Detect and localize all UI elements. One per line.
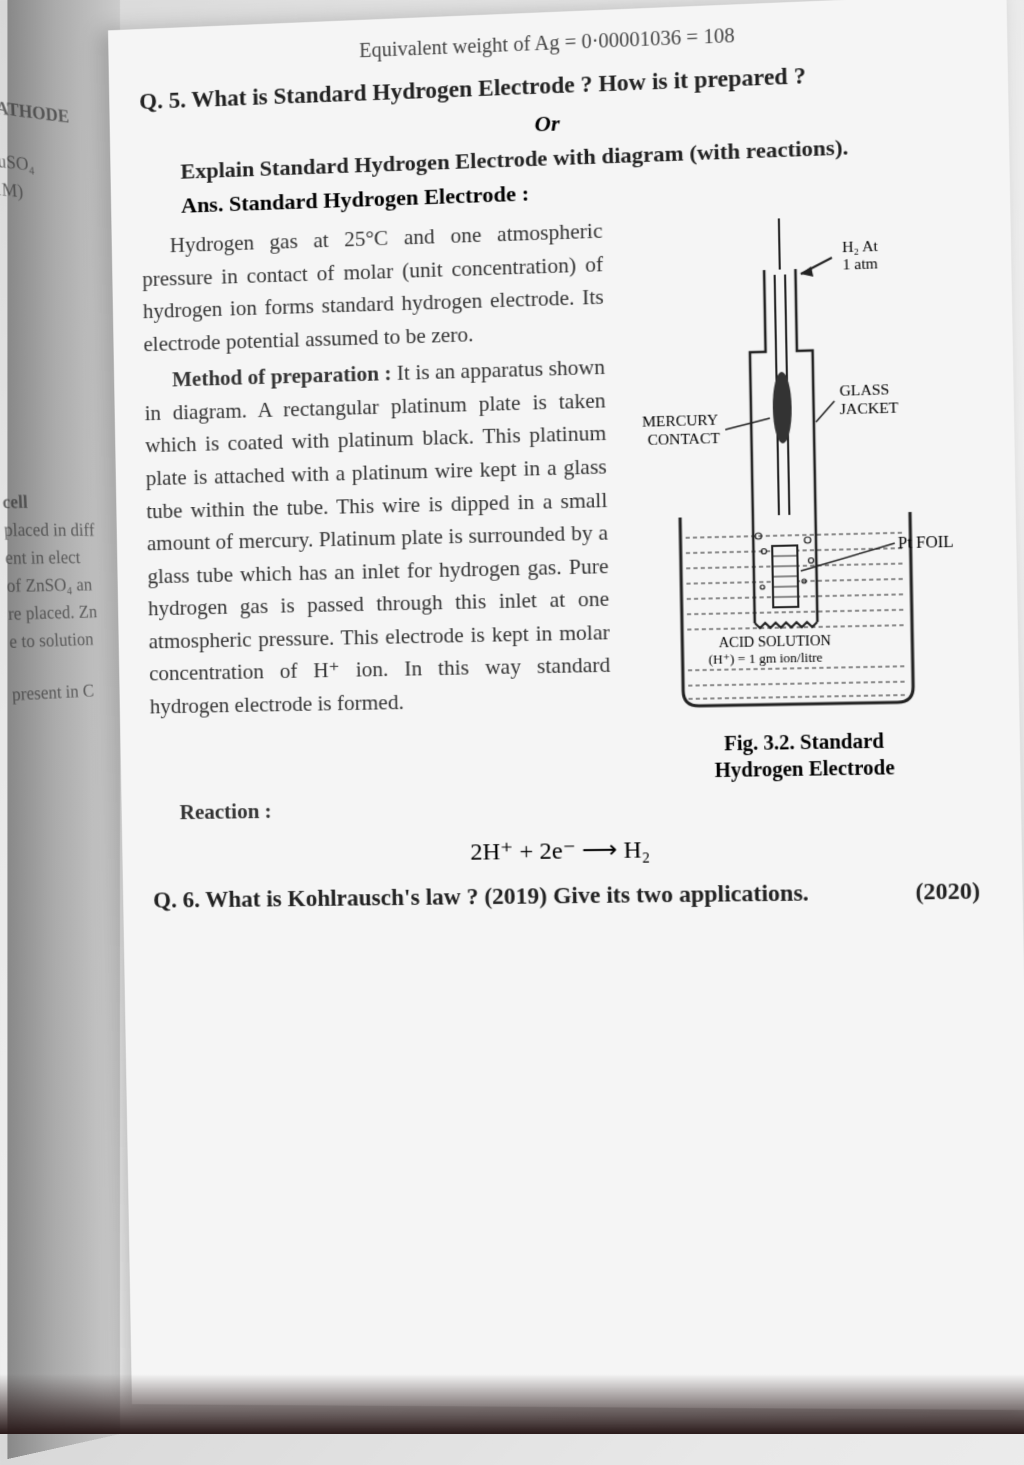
contact-label: CONTACT bbox=[647, 431, 719, 449]
question-6: Q. 6. What is Kohlrausch's law ? (2019) … bbox=[153, 875, 981, 917]
hydrogen-electrode-diagram: H₂ At 1 atm MERCURY CONTACT GLASS J bbox=[623, 202, 977, 723]
reaction-equation: 2H⁺ + 2e⁻ ⟶ H₂ bbox=[152, 830, 979, 870]
q6-year: (2020) bbox=[915, 875, 980, 909]
hplus-label: (H⁺) = 1 gm ion/litre bbox=[708, 650, 823, 668]
page-curve-shadow: u CATHODE CuSO₄ (1M) cell placed in diff… bbox=[7, 0, 120, 1459]
method-para: Method of preparation : It is an apparat… bbox=[144, 351, 611, 723]
jacket-label: JACKET bbox=[840, 400, 899, 418]
content-row: Hydrogen gas at 25°C and one atmospheric… bbox=[141, 202, 978, 793]
bottom-shadow bbox=[0, 1374, 1024, 1434]
h2-label: H₂ At bbox=[842, 239, 879, 257]
text-column: Hydrogen gas at 25°C and one atmospheric… bbox=[141, 214, 612, 792]
mercury-label: MERCURY bbox=[642, 413, 718, 431]
q6-number: Q. 6. bbox=[153, 887, 200, 913]
q5-number: Q. 5. bbox=[139, 87, 186, 114]
para1: Hydrogen gas at 25°C and one atmospheric… bbox=[141, 214, 604, 360]
atm-label: 1 atm bbox=[842, 256, 878, 274]
q6-text: What is Kohlrausch's law ? (2019) Give i… bbox=[205, 880, 809, 912]
glass-label: GLASS bbox=[839, 382, 889, 400]
figure-caption: Fig. 3.2. Standard Hydrogen Electrode bbox=[632, 727, 978, 786]
reaction-section: Reaction : bbox=[151, 785, 978, 830]
diagram-column: H₂ At 1 atm MERCURY CONTACT GLASS J bbox=[623, 202, 978, 786]
pt-foil-label: Pt FOIL bbox=[898, 534, 954, 553]
textbook-page: Equivalent weight of Ag = 0·00001036 = 1… bbox=[108, 0, 1024, 1410]
